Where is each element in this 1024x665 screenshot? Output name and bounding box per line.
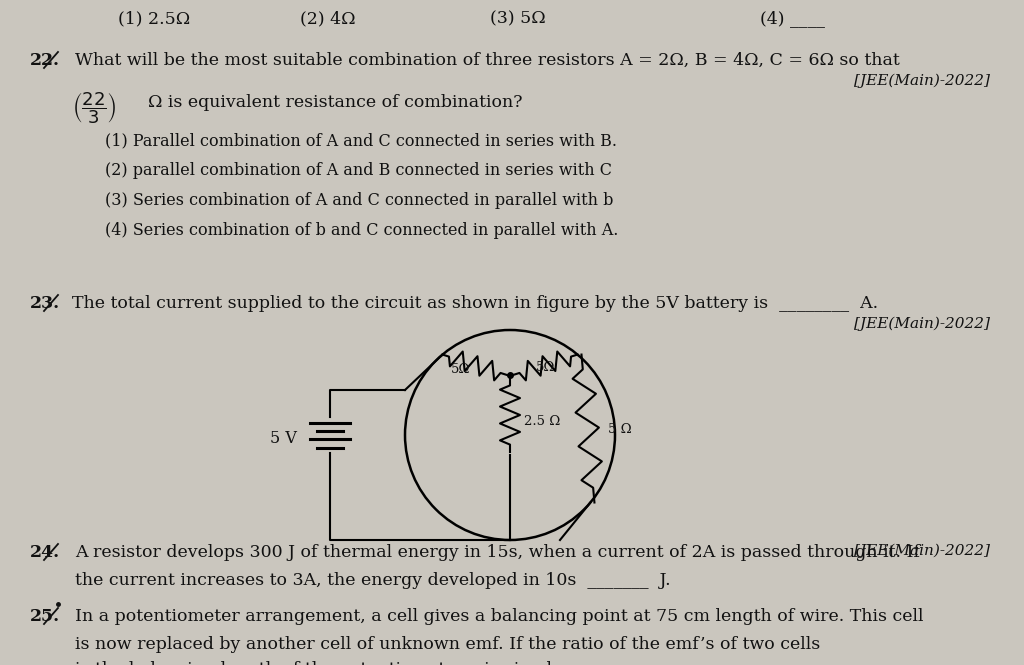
Text: 22.: 22. [30,52,60,69]
Text: (1) 2.5Ω: (1) 2.5Ω [118,10,190,27]
Text: 5Ω: 5Ω [536,360,555,374]
Text: [JEE(Main)-2022]: [JEE(Main)-2022] [854,74,990,88]
Text: In a potentiometer arrangement, a cell gives a balancing point at 75 cm length o: In a potentiometer arrangement, a cell g… [75,608,924,625]
Text: (4) Series combination of b and C connected in parallel with A.: (4) Series combination of b and C connec… [105,222,618,239]
Text: 24.: 24. [30,544,60,561]
Text: (3) Series combination of A and C connected in parallel with b: (3) Series combination of A and C connec… [105,192,613,209]
Text: (2) 4Ω: (2) 4Ω [300,10,355,27]
Text: the current increases to 3A, the energy developed in 10s  _______  J.: the current increases to 3A, the energy … [75,572,671,589]
Text: (4) ____: (4) ____ [760,10,825,27]
Text: [JEE(Main)-2022]: [JEE(Main)-2022] [854,544,990,559]
Text: A resistor develops 300 J of thermal energy in 15s, when a current of 2A is pass: A resistor develops 300 J of thermal ene… [75,544,920,561]
Text: 5 Ω: 5 Ω [608,423,632,436]
Text: [JEE(Main)-2022]: [JEE(Main)-2022] [854,317,990,331]
Text: 25.: 25. [30,608,60,625]
Text: is now replaced by another cell of unknown emf. If the ratio of the emf’s of two: is now replaced by another cell of unkno… [75,636,820,653]
Text: (1) Parallel combination of A and C connected in series with B.: (1) Parallel combination of A and C conn… [105,132,617,149]
Text: $\left(\dfrac{22}{3}\right)$: $\left(\dfrac{22}{3}\right)$ [72,90,117,126]
Text: Ω is equivalent resistance of combination?: Ω is equivalent resistance of combinatio… [148,94,522,111]
Text: 2.5 Ω: 2.5 Ω [524,415,560,428]
Text: (2) parallel combination of A and B connected in series with C: (2) parallel combination of A and B conn… [105,162,612,179]
Text: (3) 5Ω: (3) 5Ω [490,10,546,27]
Text: 5Ω: 5Ω [451,362,470,376]
Text: is the balancing length of the potentiometer wire in above: is the balancing length of the potentiom… [75,661,588,665]
Text: 5 V: 5 V [270,430,297,447]
Text: The total current supplied to the circuit as shown in figure by the 5V battery i: The total current supplied to the circui… [72,295,879,312]
Text: 23.: 23. [30,295,60,312]
Text: What will be the most suitable combination of three resistors A = 2Ω, B = 4Ω, C : What will be the most suitable combinati… [75,52,900,69]
